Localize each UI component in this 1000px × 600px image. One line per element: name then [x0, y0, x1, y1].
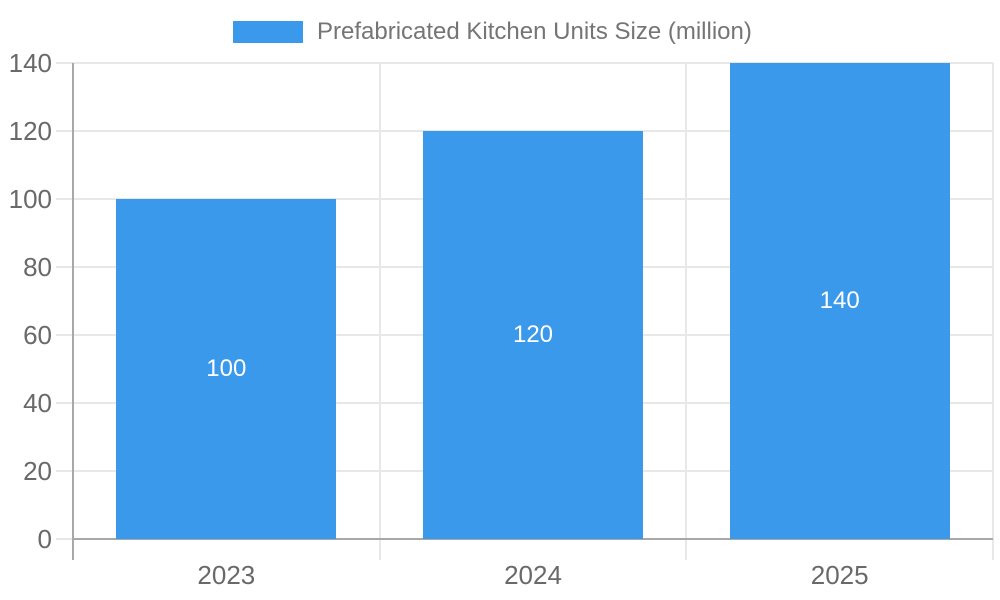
x-gridline: [992, 63, 994, 560]
x-axis-tick-label: 2024: [504, 560, 562, 590]
x-axis-line: [73, 538, 993, 540]
y-axis-tick-label: 140: [8, 48, 52, 78]
y-axis-line: [72, 63, 74, 560]
bar-value-label: 140: [819, 287, 860, 314]
y-axis-tick-label: 20: [23, 456, 52, 486]
bar-value-label: 120: [512, 321, 554, 348]
bar[interactable]: [116, 199, 337, 539]
bar[interactable]: [729, 63, 950, 539]
y-axis-tick-label: 0: [37, 524, 52, 554]
y-axis-tick-label: 100: [8, 184, 52, 214]
x-axis-tick-label: 2025: [810, 560, 869, 590]
legend-swatch-icon: [233, 21, 303, 43]
bar-value-label: 100: [206, 355, 247, 382]
y-axis-tick-label: 40: [23, 388, 52, 418]
y-gridline: [56, 62, 993, 64]
legend-item[interactable]: Prefabricated Kitchen Units Size (millio…: [233, 19, 752, 45]
x-gridline: [378, 63, 381, 560]
bar[interactable]: [423, 131, 643, 539]
x-gridline: [685, 63, 688, 560]
x-axis-tick-label: 2023: [197, 560, 256, 590]
y-axis-tick-label: 120: [8, 116, 52, 146]
legend-label: Prefabricated Kitchen Units Size (millio…: [317, 18, 752, 45]
y-axis-tick-label: 80: [23, 252, 52, 282]
y-axis-tick-label: 60: [23, 320, 52, 350]
